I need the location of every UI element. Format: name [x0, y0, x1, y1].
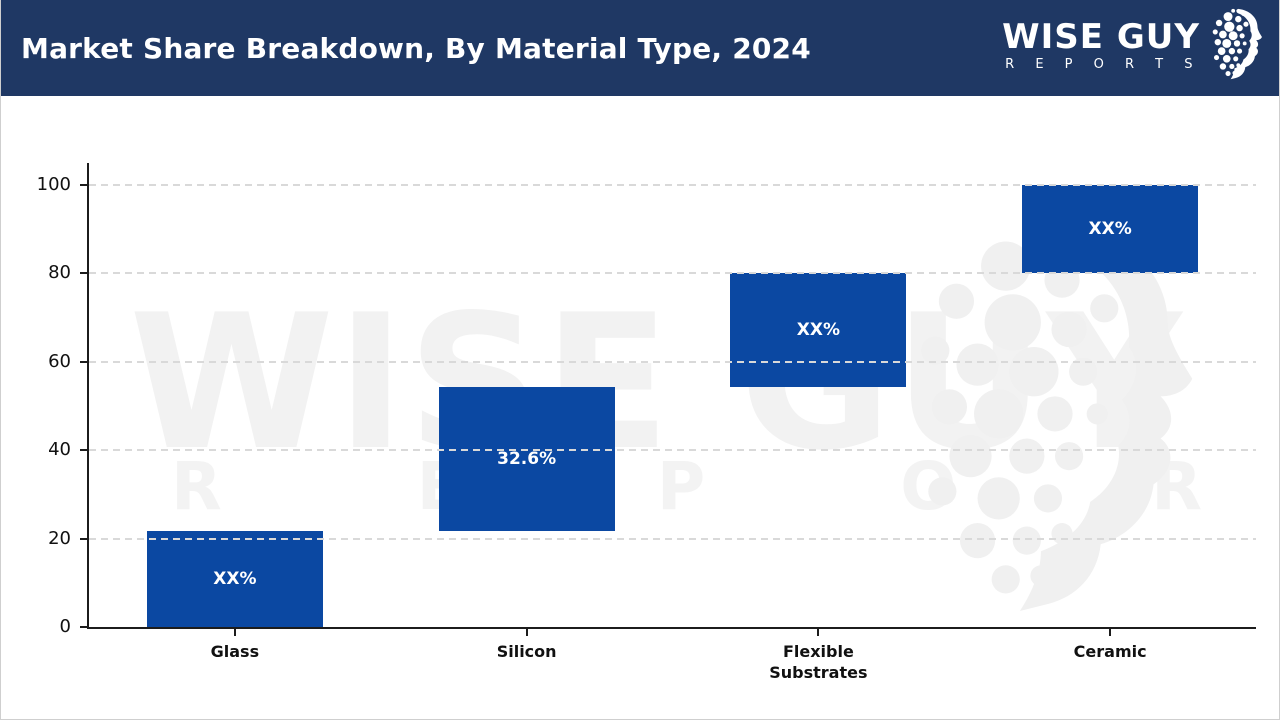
y-tick: [80, 360, 89, 363]
x-tick-label: Ceramic: [1073, 642, 1147, 661]
x-tick: [1109, 627, 1112, 636]
logo-wordmark: WISE GUY: [1002, 17, 1200, 58]
y-tick: [80, 184, 89, 187]
y-tick-label: 40: [48, 439, 71, 461]
y-tick: [80, 537, 89, 540]
gridline: [89, 360, 1256, 363]
y-tick-label: 80: [48, 262, 71, 284]
chart-area: WISE GUY R E P O R T S 020406080100XX%32…: [1, 96, 1279, 719]
gridline: [89, 537, 1256, 540]
y-tick: [80, 272, 89, 275]
y-tick-label: 100: [36, 174, 71, 196]
y-axis-line: [87, 163, 89, 629]
x-tick: [233, 627, 236, 636]
gridline: [89, 272, 1256, 275]
gridline: [89, 449, 1256, 452]
logo-subtitle: R E P O R T S: [1005, 56, 1201, 72]
x-tick: [525, 627, 528, 636]
x-tick-label: Silicon: [496, 642, 557, 661]
wiseguy-logo: WISE GUY R E P O R T S: [1002, 7, 1269, 85]
y-tick-label: 0: [59, 616, 71, 637]
y-tick-label: 60: [48, 350, 71, 372]
y-tick: [80, 626, 89, 628]
bar-silicon: [438, 386, 615, 531]
x-tick-label: Flexible Substrates: [769, 642, 868, 682]
x-tick-label: Glass: [210, 642, 260, 661]
bar-value-label: XX%: [213, 568, 257, 589]
bar-ceramic: [1022, 185, 1199, 274]
x-axis-line: [87, 627, 1256, 629]
bar-value-label: XX%: [1088, 219, 1132, 240]
bar-flexible-substrates: [730, 273, 907, 387]
bar-value-label: 32.6%: [497, 448, 557, 469]
y-tick: [80, 449, 89, 452]
header: Market Share Breakdown, By Material Type…: [1, 0, 1279, 96]
plot-area: 0 20 40 60 80 100 XX% 32.6% XX% XX% Glass Silicon Fl…: [37, 163, 1256, 682]
gridline: [89, 184, 1256, 187]
y-tick-label: 20: [48, 527, 71, 549]
page-title: Market Share Breakdown, By Material Type…: [21, 31, 811, 65]
bar-value-label: XX%: [796, 320, 840, 341]
wiseguy-head-icon: [1205, 7, 1269, 85]
bar-glass: [146, 530, 323, 627]
x-tick: [817, 627, 820, 636]
